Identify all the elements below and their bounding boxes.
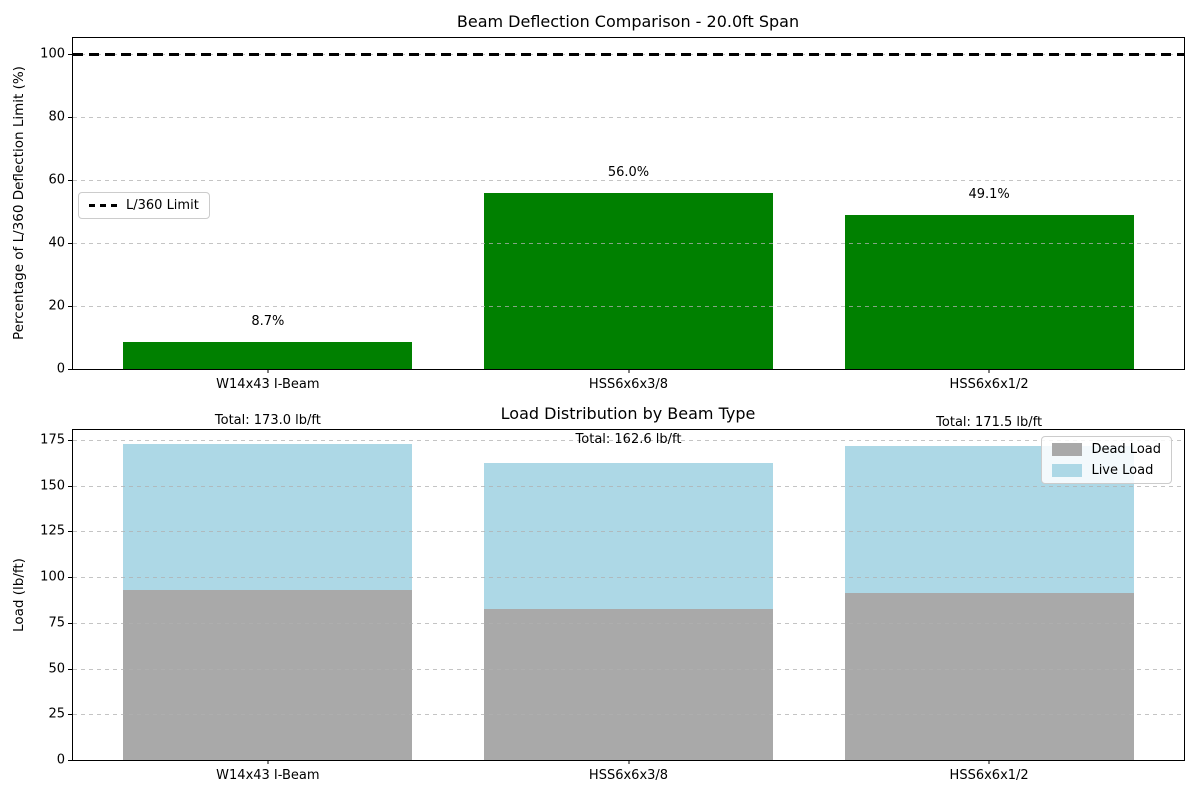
total-label: Total: 162.6 lb/ft xyxy=(575,431,682,447)
x-tick-label-w14x43-i-beam: W14x43 I-Beam xyxy=(216,377,320,392)
legend-item-live-load: Live Load xyxy=(1052,463,1161,478)
x-tick-label-w14x43-i-beam: W14x43 I-Beam xyxy=(216,768,320,783)
legend: Dead Load Live Load xyxy=(1041,436,1172,484)
deflection-chart-title: Beam Deflection Comparison - 20.0ft Span xyxy=(456,12,800,31)
y-tick-mark xyxy=(68,531,72,533)
legend-item-l-360-limit: L/360 Limit xyxy=(89,198,199,213)
y-tick-label: 0 xyxy=(56,752,65,768)
load-chart-title: Load Distribution by Beam Type xyxy=(500,404,756,423)
y-tick-mark xyxy=(68,54,72,56)
legend-item-dead-load: Dead Load xyxy=(1052,442,1161,457)
legend: L/360 Limit xyxy=(78,192,210,219)
y-gridline xyxy=(73,117,1184,119)
bar-hss6x6x3-8 xyxy=(484,192,773,369)
x-tick-mark xyxy=(988,760,990,764)
x-tick-label-hss6x6x3-8: HSS6x6x3/8 xyxy=(588,768,669,783)
bar-hss6x6x1-2-segment-dead-load xyxy=(844,592,1134,760)
y-tick-mark xyxy=(68,369,72,370)
bar-hss6x6x3-8-segment-live-load xyxy=(484,462,773,609)
y-tick-mark xyxy=(68,306,72,308)
x-tick-mark xyxy=(267,760,269,764)
y-gridline xyxy=(73,54,1184,56)
y-tick-mark xyxy=(68,668,72,670)
deflection-axes: 0 20 40 60 80 100 W14x43 I-Beam HSS6x6x3/8 HSS6x… xyxy=(40,37,1185,392)
x-tick-label-hss6x6x1-2: HSS6x6x1/2 xyxy=(949,377,1029,392)
bar-w14x43-i-beam xyxy=(123,341,413,369)
x-tick-mark xyxy=(988,369,990,373)
load-axes: 0 25 50 75 100 125 150 175 W14x43 I-Beam HSS6x6x3… xyxy=(40,413,1185,783)
y-tick-label: 125 xyxy=(40,523,65,539)
y-tick-label: 25 xyxy=(48,706,65,722)
bar-hss6x6x1-2 xyxy=(844,214,1134,369)
y-tick-label: 100 xyxy=(40,569,65,585)
y-tick-label: 0 xyxy=(56,361,65,377)
total-label: Total: 171.5 lb/ft xyxy=(936,415,1043,431)
y-tick-mark xyxy=(68,577,72,579)
y-tick-label: 40 xyxy=(48,235,65,251)
x-tick-mark xyxy=(628,369,629,373)
y-tick-label: 150 xyxy=(40,478,65,494)
y-tick-mark xyxy=(68,117,72,119)
bar-value-label: 8.7% xyxy=(251,313,285,329)
x-tick-label-hss6x6x1-2: HSS6x6x1/2 xyxy=(949,768,1029,783)
legend-item-label: L/360 Limit xyxy=(126,198,199,213)
dashed-line-swatch xyxy=(89,204,117,207)
color-swatch xyxy=(1052,443,1083,456)
y-gridline xyxy=(73,180,1184,182)
bar-w14x43-i-beam-segment-live-load xyxy=(123,443,413,590)
y-tick-label: 60 xyxy=(48,172,65,188)
y-tick-label: 100 xyxy=(40,46,65,62)
y-tick-mark xyxy=(68,714,72,716)
y-tick-label: 20 xyxy=(48,298,65,314)
legend-item-label: Live Load xyxy=(1091,463,1154,478)
x-tick-label-hss6x6x3-8: HSS6x6x3/8 xyxy=(588,377,669,392)
y-tick-mark xyxy=(68,440,72,442)
y-tick-mark xyxy=(68,485,72,487)
threshold-line xyxy=(73,53,1184,57)
y-tick-label: 75 xyxy=(48,615,65,631)
y-tick-mark xyxy=(68,243,72,245)
bar-value-label: 49.1% xyxy=(968,186,1010,202)
total-label: Total: 173.0 lb/ft xyxy=(214,412,321,428)
bar-w14x43-i-beam-segment-dead-load xyxy=(123,589,413,760)
y-tick-label: 175 xyxy=(40,432,65,448)
bar-hss6x6x3-8-segment-dead-load xyxy=(484,609,773,760)
load-y-axis-label: Load (lb/ft) xyxy=(11,558,27,632)
legend-item-label: Dead Load xyxy=(1091,442,1161,457)
y-tick-mark xyxy=(68,760,72,761)
y-tick-label: 80 xyxy=(48,109,65,125)
color-swatch xyxy=(1052,464,1083,477)
x-tick-mark xyxy=(628,760,629,764)
bar-value-label: 56.0% xyxy=(607,164,650,180)
x-tick-mark xyxy=(267,369,269,373)
y-tick-mark xyxy=(68,622,72,624)
y-tick-mark xyxy=(68,180,72,182)
y-tick-label: 50 xyxy=(48,661,65,677)
deflection-y-axis-label: Percentage of L/360 Deflection Limit (%) xyxy=(11,66,27,340)
